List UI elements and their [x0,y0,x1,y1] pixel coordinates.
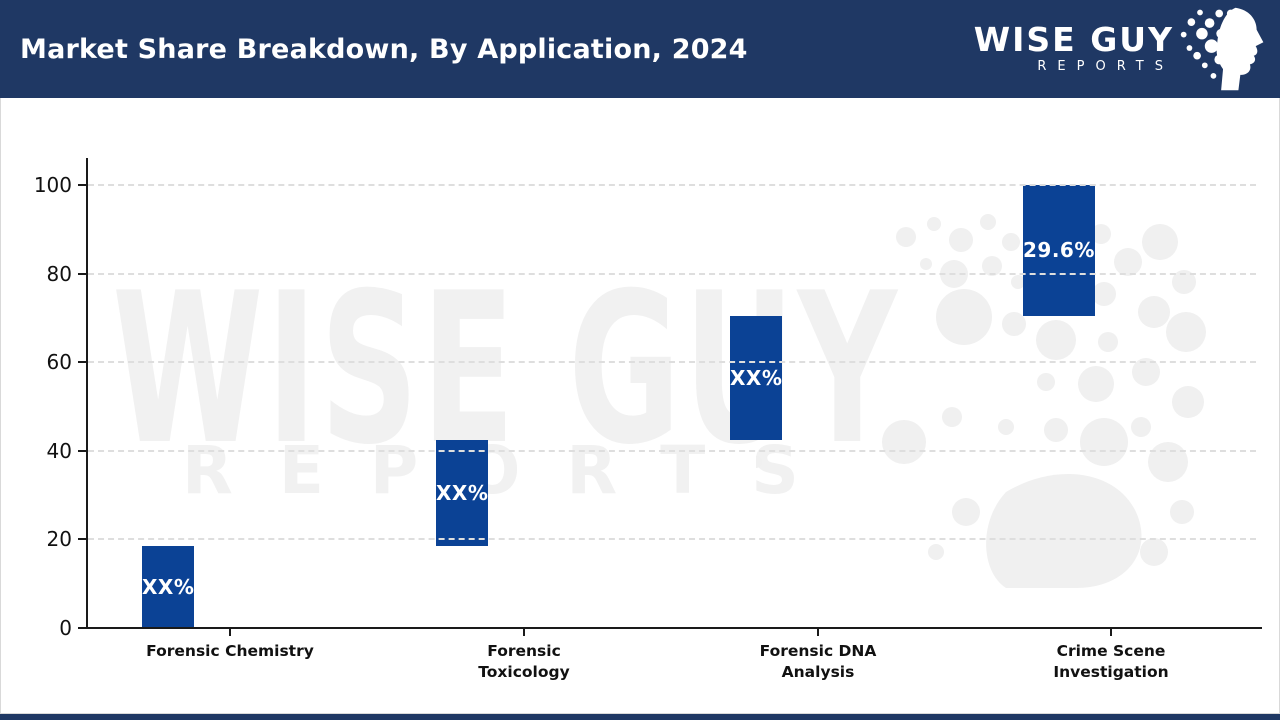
page-title: Market Share Breakdown, By Application, … [20,33,748,65]
header: Market Share Breakdown, By Application, … [0,0,1280,98]
x-tick [817,629,819,636]
brand-name: WISE GUY [973,20,1174,59]
gridline-100 [88,184,1256,186]
y-tick-label-0: 0 [59,615,72,640]
y-tick-20 [78,538,86,540]
x-category-label: Forensic Chemistry [146,642,314,660]
x-tick [523,629,525,636]
y-tick-label-20: 20 [46,527,72,551]
bar-segment: XX% [142,546,195,628]
y-tick-0 [78,626,86,629]
gridline-80 [88,272,1256,275]
brand-subname: REPORTS [1037,59,1174,74]
wiseguy-face-icon [1180,7,1264,91]
x-tick [1110,629,1112,636]
brand-logo: WISE GUY REPORTS [974,5,1280,93]
x-tick [229,629,231,636]
x-category-label: Crime Scene Investigation [1053,642,1169,681]
y-tick-80 [78,272,86,275]
y-tick-40 [78,449,86,452]
y-tick-100 [78,184,86,186]
bar-value-label: 29.6% [1023,238,1095,263]
y-axis-line [86,158,88,629]
bar-segment: 29.6% [1023,185,1095,316]
x-axis-line [86,627,1262,629]
watermark-head-dots [756,214,1206,588]
gridline-20 [88,538,1256,540]
gridline-60 [88,361,1256,363]
bar-value-label: XX% [730,365,783,390]
bar-segment: XX% [730,315,783,440]
y-tick-label-60: 60 [46,350,72,374]
gridline-40 [88,449,1256,452]
y-tick-60 [78,361,86,363]
y-tick-label-80: 80 [46,261,72,286]
bar-value-label: XX% [436,480,489,505]
x-category-label: Forensic DNA Analysis [759,642,877,681]
y-tick-label-100: 100 [33,173,72,197]
x-category-label: Forensic Toxicology [478,642,570,681]
bar-segment: XX% [436,439,489,547]
y-tick-label-40: 40 [46,438,72,463]
brand-logo-text: WISE GUY REPORTS [974,23,1174,75]
footer-bar [0,714,1280,720]
bar-value-label: XX% [142,574,195,599]
watermark-text-2: REPORTS [182,432,845,509]
